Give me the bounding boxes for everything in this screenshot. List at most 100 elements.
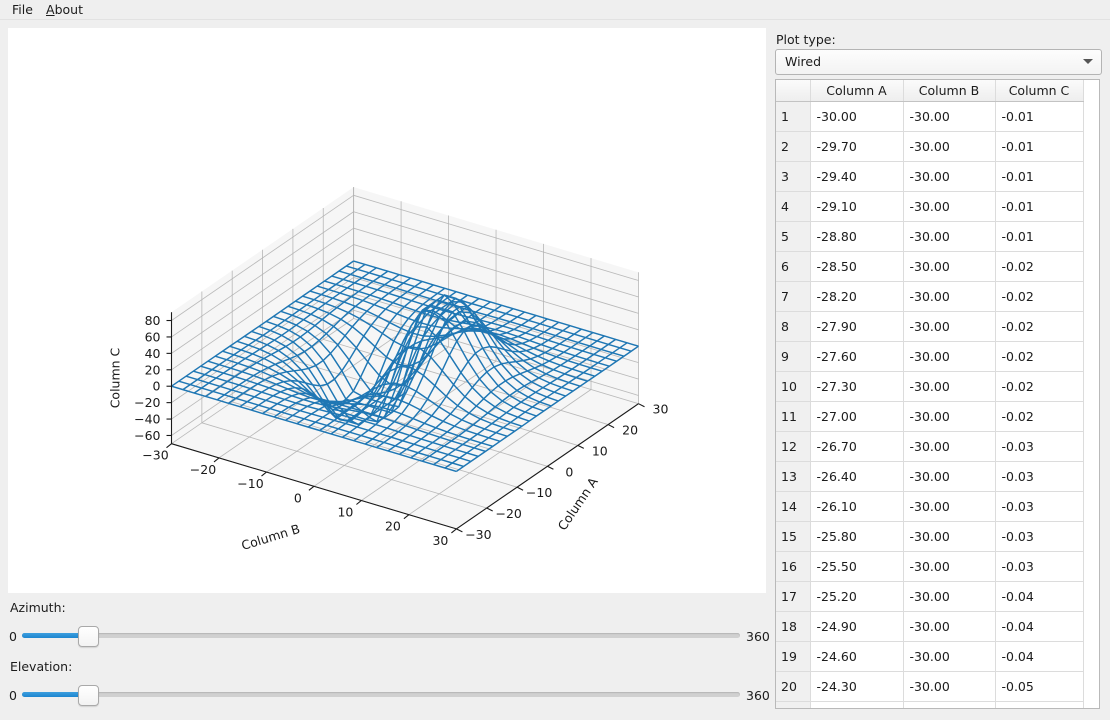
cell-column-b[interactable]: -30.00 <box>903 671 996 702</box>
row-index-cell[interactable]: 13 <box>776 461 811 492</box>
cell-column-c[interactable]: -0.01 <box>995 101 1084 132</box>
cell-column-c[interactable]: -0.04 <box>995 641 1084 672</box>
row-index-cell[interactable]: 10 <box>776 371 811 402</box>
table-row[interactable]: 20 -24.30 -30.00 -0.05 <box>776 671 1084 702</box>
table-row[interactable]: 17 -25.20 -30.00 -0.04 <box>776 581 1084 612</box>
cell-column-a[interactable]: -25.80 <box>810 521 904 552</box>
cell-column-a[interactable]: -29.70 <box>810 131 904 162</box>
row-index-cell[interactable]: 11 <box>776 401 811 432</box>
table-row[interactable]: 4 -29.10 -30.00 -0.01 <box>776 191 1084 222</box>
elevation-slider-track[interactable] <box>22 692 740 697</box>
row-index-cell[interactable]: 3 <box>776 161 811 192</box>
cell-column-c[interactable]: -0.04 <box>995 611 1084 642</box>
cell-column-a[interactable]: -30.00 <box>810 101 904 132</box>
cell-column-b[interactable]: -30.00 <box>903 521 996 552</box>
cell-column-c[interactable]: -0.05 <box>995 671 1084 702</box>
row-index-cell[interactable]: 20 <box>776 671 811 702</box>
cell-column-c[interactable]: -0.02 <box>995 281 1084 312</box>
plot-type-select[interactable]: Wired <box>775 49 1102 75</box>
cell-column-c[interactable]: -0.03 <box>995 551 1084 582</box>
row-index-cell[interactable]: 15 <box>776 521 811 552</box>
cell-column-c[interactable]: -0.03 <box>995 461 1084 492</box>
row-index-cell[interactable]: 9 <box>776 341 811 372</box>
cell-column-c[interactable]: -0.02 <box>995 371 1084 402</box>
cell-column-c[interactable]: -0.01 <box>995 221 1084 252</box>
cell-column-b[interactable]: -30.00 <box>903 101 996 132</box>
cell-column-b[interactable]: -30.00 <box>903 371 996 402</box>
menu-about[interactable]: About <box>42 2 87 17</box>
table-corner-header[interactable] <box>776 80 811 102</box>
cell-column-b[interactable]: -30.00 <box>903 401 996 432</box>
cell-column-b[interactable]: -30.00 <box>903 191 996 222</box>
cell-column-a[interactable]: -27.60 <box>810 341 904 372</box>
cell-column-b[interactable]: -30.00 <box>903 641 996 672</box>
row-index-cell[interactable]: 1 <box>776 101 811 132</box>
row-index-cell[interactable]: 16 <box>776 551 811 582</box>
cell-column-c[interactable]: -0.01 <box>995 131 1084 162</box>
empty-cell[interactable] <box>995 701 1084 708</box>
table-row[interactable]: 9 -27.60 -30.00 -0.02 <box>776 341 1084 372</box>
cell-column-b[interactable]: -30.00 <box>903 341 996 372</box>
table-row[interactable]: 12 -26.70 -30.00 -0.03 <box>776 431 1084 462</box>
row-index-cell[interactable]: 6 <box>776 251 811 282</box>
table-row[interactable]: 5 -28.80 -30.00 -0.01 <box>776 221 1084 252</box>
table-row[interactable]: 10 -27.30 -30.00 -0.02 <box>776 371 1084 402</box>
cell-column-a[interactable]: -24.30 <box>810 671 904 702</box>
table-row[interactable]: 2 -29.70 -30.00 -0.01 <box>776 131 1084 162</box>
elevation-slider-row[interactable]: 0 360 <box>0 684 770 706</box>
row-index-cell[interactable]: 12 <box>776 431 811 462</box>
table-row-partial[interactable] <box>776 701 1084 708</box>
data-table-container[interactable]: Column A Column B Column C 1 -30.00 -30.00… <box>775 79 1100 709</box>
cell-column-a[interactable]: -29.40 <box>810 161 904 192</box>
cell-column-b[interactable]: -30.00 <box>903 281 996 312</box>
table-row[interactable]: 13 -26.40 -30.00 -0.03 <box>776 461 1084 492</box>
cell-column-a[interactable]: -24.90 <box>810 611 904 642</box>
row-index-cell[interactable]: 18 <box>776 611 811 642</box>
azimuth-slider-handle[interactable] <box>78 626 99 647</box>
table-row[interactable]: 1 -30.00 -30.00 -0.01 <box>776 101 1084 132</box>
cell-column-b[interactable]: -30.00 <box>903 161 996 192</box>
cell-column-a[interactable]: -28.20 <box>810 281 904 312</box>
row-index-cell[interactable]: 4 <box>776 191 811 222</box>
table-row[interactable]: 15 -25.80 -30.00 -0.03 <box>776 521 1084 552</box>
cell-column-a[interactable]: -27.00 <box>810 401 904 432</box>
row-index-cell[interactable]: 17 <box>776 581 811 612</box>
table-header-column-a[interactable]: Column A <box>810 80 904 102</box>
cell-column-a[interactable]: -27.30 <box>810 371 904 402</box>
cell-column-a[interactable]: -28.80 <box>810 221 904 252</box>
cell-column-c[interactable]: -0.02 <box>995 401 1084 432</box>
cell-column-c[interactable]: -0.03 <box>995 521 1084 552</box>
cell-column-c[interactable]: -0.02 <box>995 311 1084 342</box>
row-index-cell[interactable]: 19 <box>776 641 811 672</box>
cell-column-b[interactable]: -30.00 <box>903 221 996 252</box>
cell-column-a[interactable]: -28.50 <box>810 251 904 282</box>
cell-column-b[interactable]: -30.00 <box>903 461 996 492</box>
empty-cell[interactable] <box>903 701 996 708</box>
row-index-cell[interactable]: 7 <box>776 281 811 312</box>
row-index-cell[interactable]: 14 <box>776 491 811 522</box>
table-row[interactable]: 16 -25.50 -30.00 -0.03 <box>776 551 1084 582</box>
cell-column-c[interactable]: -0.02 <box>995 251 1084 282</box>
cell-column-a[interactable]: -26.70 <box>810 431 904 462</box>
row-index-cell[interactable]: 8 <box>776 311 811 342</box>
table-row[interactable]: 18 -24.90 -30.00 -0.04 <box>776 611 1084 642</box>
table-header-column-c[interactable]: Column C <box>995 80 1084 102</box>
cell-column-c[interactable]: -0.04 <box>995 581 1084 612</box>
table-row[interactable]: 7 -28.20 -30.00 -0.02 <box>776 281 1084 312</box>
cell-column-a[interactable]: -25.50 <box>810 551 904 582</box>
table-header-column-b[interactable]: Column B <box>903 80 996 102</box>
cell-column-a[interactable]: -27.90 <box>810 311 904 342</box>
azimuth-slider-track[interactable] <box>22 633 740 638</box>
plot-canvas[interactable]: −30 −20 −10 0 10 20 30 30 20 10 0 −10 −20 −30 80 60 40 20… <box>8 28 766 593</box>
cell-column-b[interactable]: -30.00 <box>903 311 996 342</box>
empty-cell[interactable] <box>776 701 811 708</box>
cell-column-a[interactable]: -24.60 <box>810 641 904 672</box>
azimuth-slider-row[interactable]: 0 360 <box>0 625 770 647</box>
cell-column-c[interactable]: -0.01 <box>995 161 1084 192</box>
cell-column-b[interactable]: -30.00 <box>903 251 996 282</box>
wireframe-3d-plot[interactable]: −30−20−1001020303020100−10−20−3080604020… <box>8 28 766 593</box>
table-row[interactable]: 8 -27.90 -30.00 -0.02 <box>776 311 1084 342</box>
table-row[interactable]: 19 -24.60 -30.00 -0.04 <box>776 641 1084 672</box>
cell-column-c[interactable]: -0.03 <box>995 431 1084 462</box>
table-row[interactable]: 14 -26.10 -30.00 -0.03 <box>776 491 1084 522</box>
